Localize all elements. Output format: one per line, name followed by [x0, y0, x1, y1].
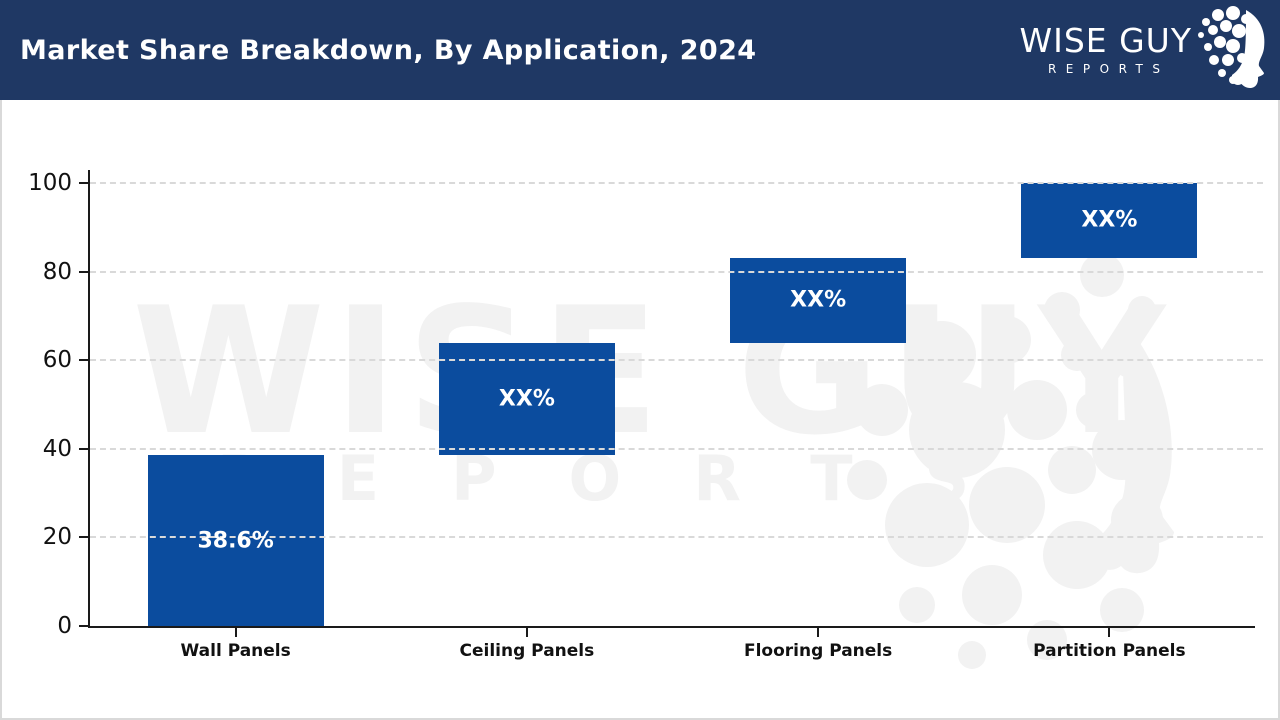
bar-chart: 0 20 40 60 80 100 38.6% Wall Panels XX% Ceiling P… — [2, 100, 1278, 718]
x-axis-line — [88, 626, 1255, 628]
logo-wordmark: WISE GUY — [1019, 21, 1192, 61]
y-axis-tick-mark — [79, 536, 88, 539]
logo-subtitle: REPORTS — [1047, 61, 1170, 76]
x-category-label: Flooring Panels — [743, 641, 893, 661]
y-axis-tick-label: 100 — [28, 170, 72, 197]
y-axis-tick-label: 80 — [42, 258, 72, 285]
bar-value-label: XX% — [1081, 207, 1138, 233]
x-category-label: Partition Panels — [1033, 641, 1186, 661]
grid-line — [90, 359, 1263, 362]
y-axis-tick-mark — [79, 359, 88, 362]
wise-guy-logo: WISE GUY REPORTS — [1019, 6, 1270, 94]
y-axis-tick-label: 60 — [42, 347, 72, 374]
grid-line — [90, 270, 1263, 273]
y-axis-tick-label: 20 — [42, 524, 72, 551]
y-axis-tick-mark — [79, 625, 88, 627]
y-axis-tick-mark — [79, 447, 88, 450]
watermark-subtitle: REPORTS — [217, 442, 1042, 515]
x-category-label: Wall Panels — [180, 641, 291, 661]
logo-text: WISE GUY REPORTS — [1019, 24, 1192, 76]
grid-line — [90, 182, 1263, 185]
bar-wall-panels — [147, 455, 324, 626]
chart-area: WISE GUY REPORTS 0 20 40 60 80 100 38.6% Wall P… — [0, 100, 1280, 720]
grid-line — [90, 447, 1263, 450]
x-axis-tick-mark — [525, 628, 528, 637]
bar-value-label: 38.6% — [197, 528, 274, 554]
bar-value-label: XX% — [498, 386, 555, 412]
logo-face-icon — [1198, 6, 1265, 88]
y-axis-line — [88, 170, 90, 628]
bar-ceiling-panels — [438, 342, 615, 456]
watermark-face-icon — [847, 253, 1174, 669]
x-axis-tick-mark — [817, 628, 820, 637]
grid-line — [90, 536, 1263, 539]
header-band: Market Share Breakdown, By Application, … — [0, 0, 1280, 100]
y-axis-tick-mark — [79, 270, 88, 273]
bar-value-label: XX% — [790, 287, 847, 313]
chart-title: Market Share Breakdown, By Application, … — [20, 34, 757, 66]
x-axis-tick-mark — [234, 628, 237, 637]
y-axis-tick-mark — [79, 182, 88, 185]
y-axis-tick-label: 0 — [57, 613, 72, 639]
x-axis-tick-mark — [1108, 628, 1111, 637]
bar-partition-panels — [1021, 183, 1198, 258]
y-axis-tick-label: 40 — [42, 435, 72, 462]
x-category-label: Ceiling Panels — [459, 641, 595, 661]
